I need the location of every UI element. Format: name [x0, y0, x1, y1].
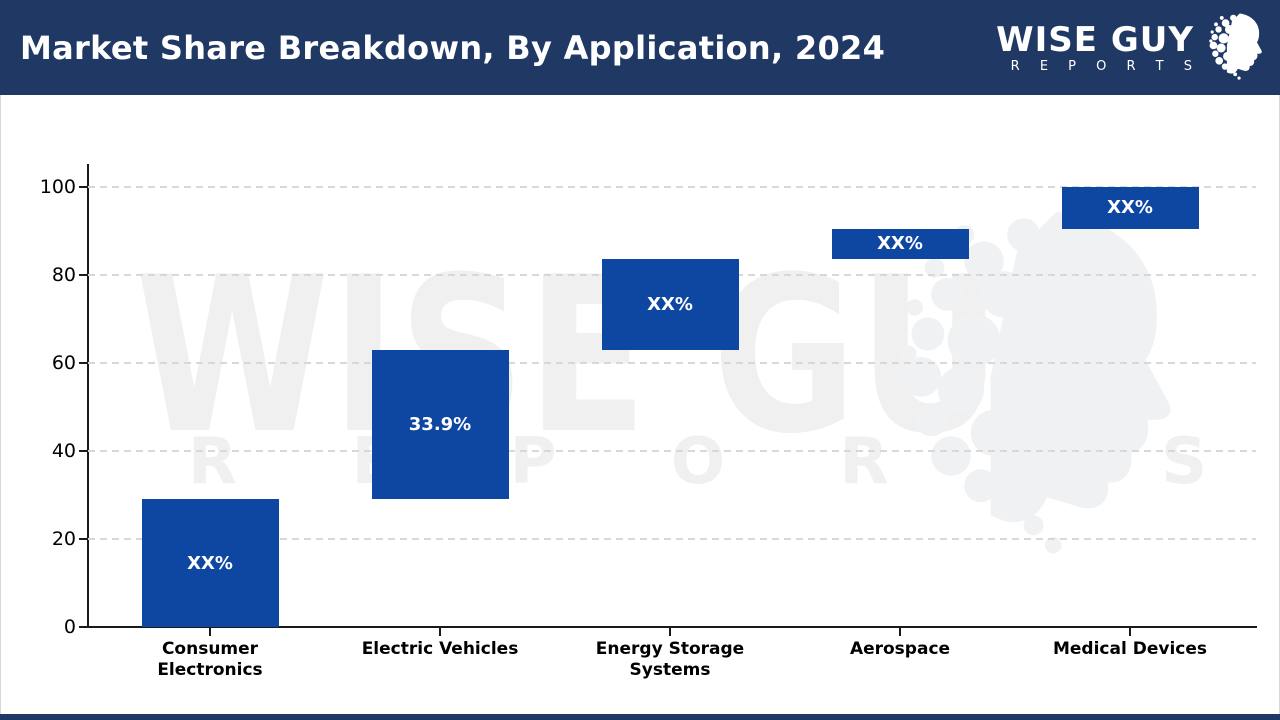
- header-bar: Market Share Breakdown, By Application, …: [0, 0, 1280, 95]
- x-axis-category-label: Medical Devices: [1052, 639, 1207, 659]
- y-gridline: [88, 362, 1256, 364]
- y-tick-label: 80: [51, 264, 76, 286]
- waterfall-bar: XX%: [601, 259, 739, 351]
- bar-value-label: 33.9%: [408, 414, 472, 436]
- y-axis-line: [87, 164, 89, 628]
- wise-guy-head-icon: [1209, 12, 1262, 80]
- logo-subtext: R E P O R T S: [1010, 58, 1200, 74]
- logo-wordmark: WISE GUY: [996, 19, 1194, 60]
- y-gridline: [88, 538, 1256, 540]
- y-tick-mark: [79, 362, 87, 364]
- y-tick-label: 20: [51, 528, 76, 550]
- x-tick-mark: [899, 628, 901, 636]
- x-axis-category-label: Consumer Electronics: [157, 639, 263, 680]
- x-axis-category-label: Aerospace: [849, 639, 951, 659]
- y-gridline: [88, 450, 1256, 452]
- y-tick-mark: [79, 538, 87, 540]
- y-tick-mark: [79, 186, 87, 188]
- footer-bar: [0, 714, 1280, 720]
- logo-text: WISE GUY R E P O R T S: [996, 22, 1194, 74]
- x-tick-mark: [1129, 628, 1131, 636]
- x-axis-line: [87, 626, 1257, 628]
- y-gridline: [88, 186, 1256, 188]
- waterfall-bar: XX%: [831, 228, 969, 260]
- y-tick-label: 40: [51, 440, 76, 462]
- bar-value-label: XX%: [1107, 197, 1153, 219]
- x-tick-mark: [439, 628, 441, 636]
- y-tick-mark: [79, 274, 87, 276]
- bar-value-label: XX%: [877, 233, 923, 255]
- y-tick-mark: [79, 450, 87, 452]
- chart-title: Market Share Breakdown, By Application, …: [20, 28, 886, 67]
- wise-guy-logo: WISE GUY R E P O R T S: [996, 9, 1264, 87]
- bar-value-label: XX%: [647, 294, 693, 316]
- y-tick-label: 100: [39, 176, 76, 198]
- x-tick-mark: [209, 628, 211, 636]
- y-tick-label: 0: [63, 616, 76, 638]
- bar-value-label: XX%: [187, 552, 233, 574]
- waterfall-bar: 33.9%: [371, 350, 509, 500]
- waterfall-bar: XX%: [1061, 187, 1199, 229]
- x-axis-category-label: Energy Storage Systems: [595, 639, 745, 680]
- x-tick-mark: [669, 628, 671, 636]
- y-tick-mark: [79, 626, 87, 628]
- x-axis-category-label: Electric Vehicles: [361, 639, 519, 659]
- y-tick-label: 60: [51, 352, 76, 374]
- waterfall-bar: XX%: [141, 499, 279, 627]
